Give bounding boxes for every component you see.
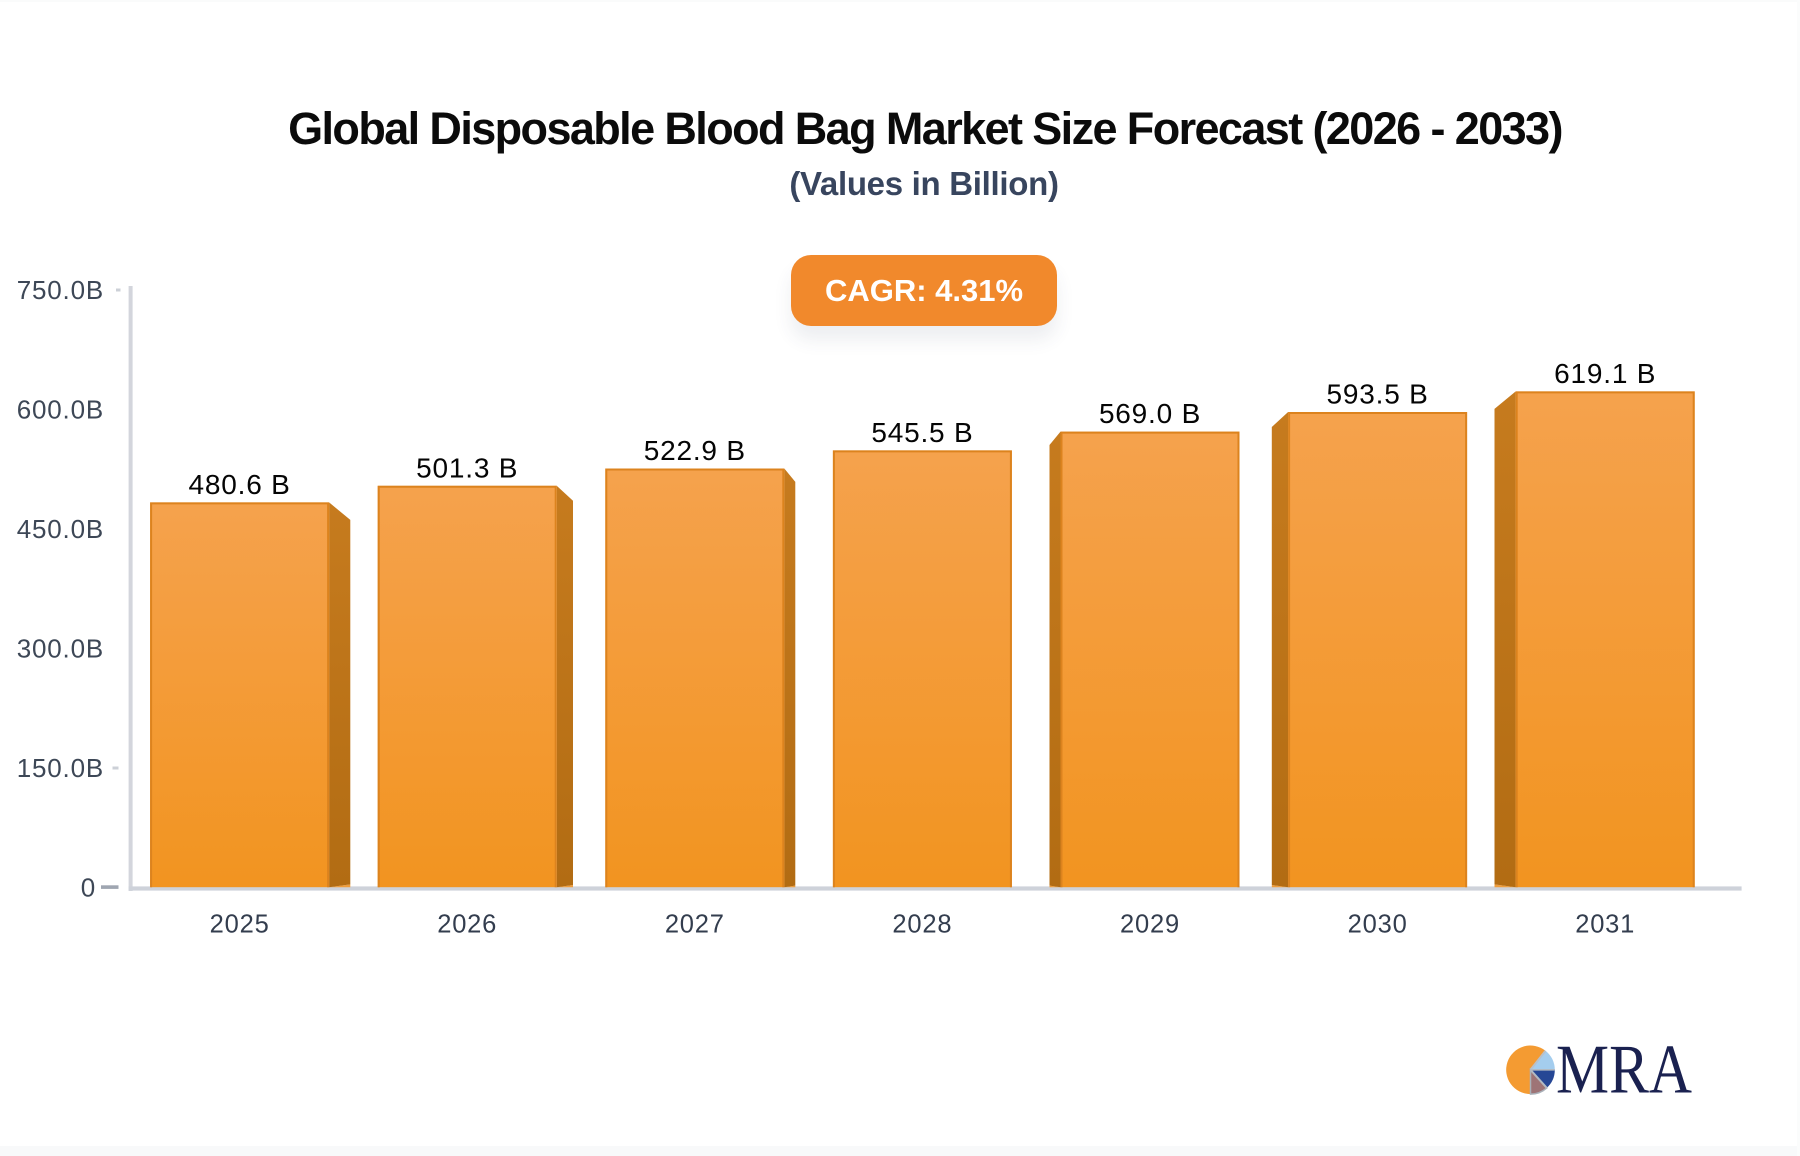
svg-text:2025: 2025: [210, 911, 270, 939]
svg-text:600.0B: 600.0B: [17, 395, 104, 425]
svg-text:2026: 2026: [437, 911, 497, 939]
svg-text:2029: 2029: [1120, 911, 1180, 939]
svg-text:2031: 2031: [1575, 911, 1635, 939]
svg-text:150.0B: 150.0B: [17, 753, 104, 783]
svg-text:522.9 B: 522.9 B: [644, 435, 746, 466]
svg-text:0: 0: [81, 873, 96, 903]
svg-text:501.3 B: 501.3 B: [416, 452, 518, 483]
svg-text:545.5 B: 545.5 B: [871, 417, 973, 448]
svg-text:2030: 2030: [1348, 911, 1408, 939]
svg-text:750.0B: 750.0B: [17, 275, 104, 305]
svg-text:300.0B: 300.0B: [17, 634, 104, 664]
svg-text:MRA: MRA: [1556, 1031, 1692, 1108]
svg-text:2028: 2028: [892, 911, 952, 939]
svg-text:480.6 B: 480.6 B: [189, 469, 291, 500]
svg-text:450.0B: 450.0B: [17, 514, 104, 544]
svg-text:569.0 B: 569.0 B: [1099, 398, 1201, 429]
svg-text:593.5 B: 593.5 B: [1327, 379, 1429, 410]
svg-text:2027: 2027: [665, 911, 725, 939]
svg-text:619.1 B: 619.1 B: [1554, 358, 1656, 389]
